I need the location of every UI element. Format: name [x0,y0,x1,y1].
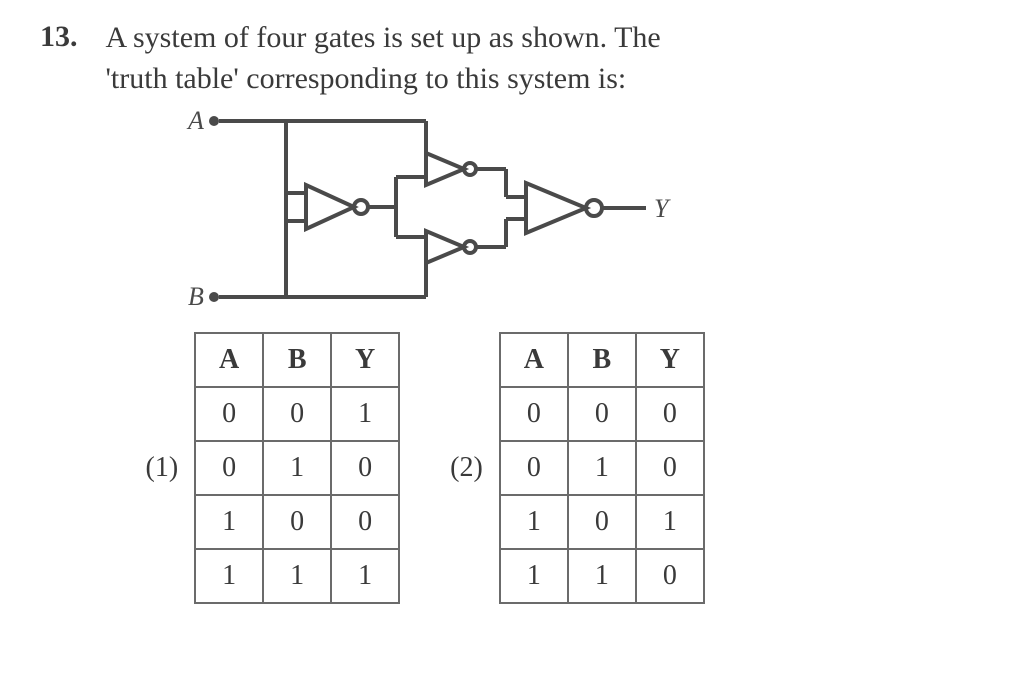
td: 0 [195,387,263,441]
td: 1 [195,495,263,549]
label-A: A [186,106,204,135]
td: 0 [500,441,568,495]
td: 1 [331,549,399,603]
td: 1 [568,549,636,603]
td: 1 [636,495,704,549]
td: 1 [500,495,568,549]
th: A [195,333,263,387]
th: Y [331,333,399,387]
td: 0 [263,387,331,441]
options-row: (1) A B Y 0 0 1 0 [146,332,985,604]
option-1-label: (1) [146,452,179,484]
option-2-label: (2) [450,452,483,484]
truth-table-2: A B Y 0 0 0 0 1 0 [499,332,705,604]
question-number: 13. [40,20,78,604]
td: 0 [500,387,568,441]
label-Y: Y [654,194,671,223]
question-line-1: A system of four gates is set up as show… [106,21,661,54]
circuit-diagram: A B [166,99,985,324]
td: 1 [263,441,331,495]
td: 0 [331,495,399,549]
question-line-2: 'truth table' corresponding to this syst… [106,62,627,95]
td: 1 [331,387,399,441]
th: B [263,333,331,387]
option-2: (2) A B Y 0 0 0 0 [450,332,705,604]
td: 1 [500,549,568,603]
page: 13. A system of four gates is set up as … [0,0,1024,604]
question-body: A system of four gates is set up as show… [106,18,985,604]
td: 0 [568,495,636,549]
option-1: (1) A B Y 0 0 1 0 [146,332,401,604]
td: 0 [263,495,331,549]
th: B [568,333,636,387]
td: 1 [195,549,263,603]
td: 0 [636,441,704,495]
circuit-svg: A B [166,99,696,319]
th: A [500,333,568,387]
td: 1 [263,549,331,603]
td: 0 [568,387,636,441]
label-B: B [188,282,204,311]
td: 0 [331,441,399,495]
td: 0 [195,441,263,495]
td: 0 [636,549,704,603]
td: 1 [568,441,636,495]
question-row: 13. A system of four gates is set up as … [40,18,984,604]
th: Y [636,333,704,387]
question-text: A system of four gates is set up as show… [106,18,985,99]
td: 0 [636,387,704,441]
truth-table-1: A B Y 0 0 1 0 1 0 [194,332,400,604]
